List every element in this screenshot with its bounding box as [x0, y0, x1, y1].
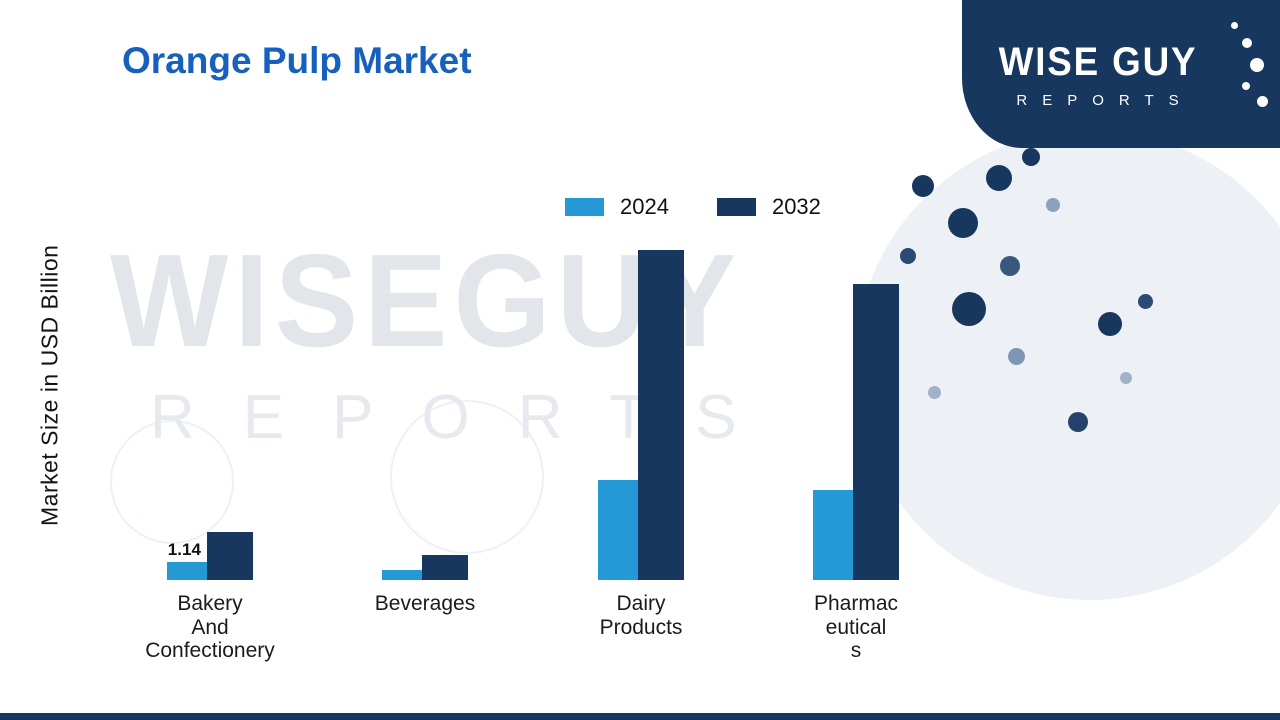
bar-group [598, 250, 684, 580]
decor-dot [986, 165, 1012, 191]
logo-face-dot [1250, 58, 1264, 72]
legend-label-2024: 2024 [620, 194, 669, 219]
decor-dot [912, 175, 934, 197]
footer-bar [0, 713, 1280, 720]
logo-wordmark: WISE GUY [998, 39, 1198, 84]
decor-ring [110, 420, 234, 544]
face-silhouette-blob [855, 130, 1280, 600]
watermark: WISEGUY REPORTS [110, 225, 785, 453]
page-title: Orange Pulp Market [122, 40, 472, 81]
logo-face-dot [1231, 22, 1238, 29]
bar-2024: 1.14 [167, 540, 207, 580]
bar-group [813, 284, 899, 580]
decor-dot [948, 208, 978, 238]
bar-2032 [638, 250, 684, 580]
bar-2024 [813, 490, 853, 580]
logo-subtitle: REPORTS [1016, 91, 1194, 109]
bar-group [382, 555, 468, 580]
decor-dot [1046, 198, 1060, 212]
wiseguy-logo: WISE GUY REPORTS [962, 0, 1280, 148]
bar-group: 1.14 [167, 532, 253, 580]
decor-dot [928, 386, 941, 399]
logo-face-dot [1242, 82, 1250, 90]
legend-swatch-2024 [565, 198, 604, 216]
decor-dot [900, 248, 916, 264]
decor-dot [1008, 348, 1025, 365]
decor-dot [1138, 294, 1153, 309]
decor-dot [1098, 312, 1122, 336]
legend-label-2032: 2032 [771, 194, 821, 219]
decor-dot [1022, 148, 1040, 166]
category-label: Pharmac eutical s [813, 592, 899, 663]
decor-dot [1068, 412, 1088, 432]
category-label: Dairy Products [599, 592, 683, 639]
chart-legend: 2024 2032 [565, 194, 869, 220]
bar-chart: 1.14 Bakery And Confectionery Beverages Dairy… [130, 245, 950, 662]
decor-dot [1120, 372, 1132, 384]
bar-2032 [422, 555, 468, 580]
bar-2032 [207, 532, 253, 580]
legend-item-2032: 2032 [716, 194, 821, 220]
legend-swatch-2032 [716, 198, 756, 216]
logo-face-dot [1257, 96, 1268, 107]
bar-2024 [598, 480, 638, 580]
decor-ring [390, 400, 544, 554]
y-axis-label: Market Size in USD Billion [36, 244, 63, 526]
category-label: Beverages [374, 592, 476, 615]
logo-face-dot [1242, 38, 1252, 48]
legend-item-2024: 2024 [565, 194, 669, 220]
bar-2024 [382, 570, 422, 580]
watermark-line1: WISEGUY [110, 227, 743, 374]
bar-2032 [853, 284, 899, 580]
category-label: Bakery And Confectionery [145, 592, 275, 663]
decor-dot [952, 292, 986, 326]
bar-value-label: 1.14 [167, 540, 201, 559]
decor-dot [1000, 256, 1020, 276]
